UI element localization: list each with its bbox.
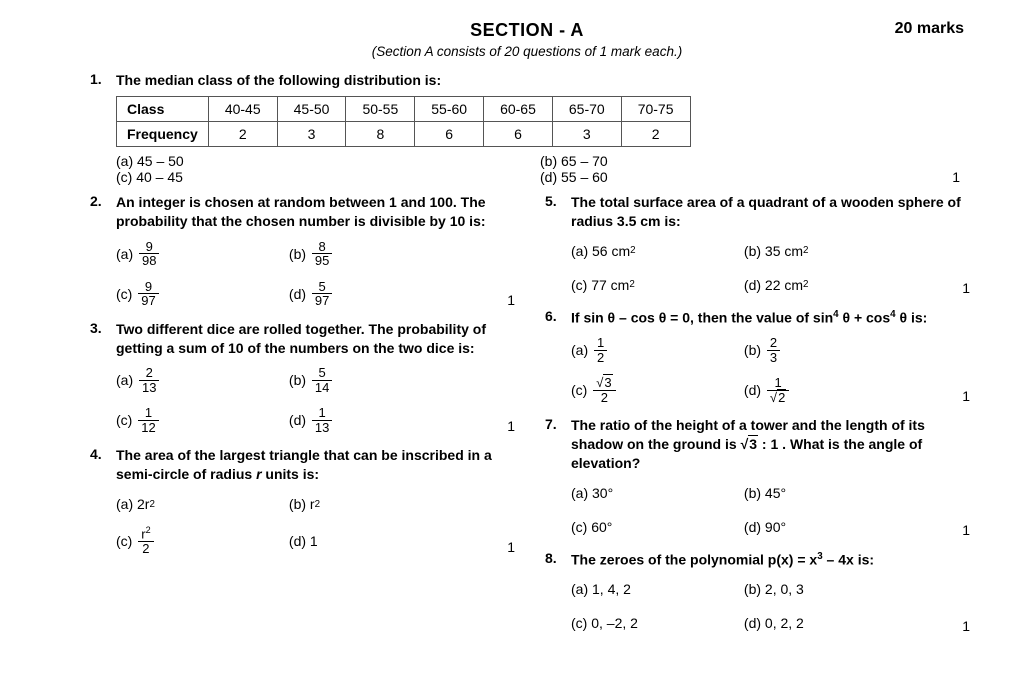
q7-text: The ratio of the height of a tower and t…: [571, 416, 964, 473]
q7-opt-b: (b) 45°: [744, 476, 917, 510]
q8-num: 8.: [545, 550, 571, 641]
q6-options: (a) 12 (b) 23 (c) 32 (d) 12 1: [571, 330, 964, 410]
section-title: SECTION - A: [90, 20, 964, 41]
header: SECTION - A 20 marks (Section A consists…: [90, 20, 964, 59]
right-column: 5. The total surface area of a quadrant …: [545, 193, 964, 647]
table-cell: 40-45: [208, 96, 277, 121]
q2-mark: 1: [507, 292, 515, 308]
q4-text: The area of the largest triangle that ca…: [116, 446, 509, 484]
q6-opt-a: (a) 12: [571, 330, 744, 370]
question-5: 5. The total surface area of a quadrant …: [545, 193, 964, 302]
total-marks: 20 marks: [895, 20, 964, 38]
q2-opt-d: (d) 597: [289, 274, 462, 314]
table-cell: 50-55: [346, 96, 415, 121]
question-2: 2. An integer is chosen at random betwee…: [90, 193, 509, 314]
q3-opt-c: (c) 112: [116, 400, 289, 440]
q8-options: (a) 1, 4, 2 (b) 2, 0, 3 (c) 0, –2, 2 (d)…: [571, 572, 964, 640]
q6-opt-c: (c) 32: [571, 370, 744, 410]
table-cell: 3: [552, 121, 621, 146]
q6-opt-d: (d) 12: [744, 370, 917, 410]
q5-num: 5.: [545, 193, 571, 302]
q1-text: The median class of the following distri…: [116, 71, 441, 90]
q5-mark: 1: [962, 280, 970, 296]
q8-opt-c: (c) 0, –2, 2: [571, 606, 744, 640]
q2-opt-b: (b) 895: [289, 234, 462, 274]
table-cell: 3: [277, 121, 346, 146]
table-cell: 45-50: [277, 96, 346, 121]
q7-options: (a) 30° (b) 45° (c) 60° (d) 90° 1: [571, 476, 964, 544]
q3-num: 3.: [90, 320, 116, 441]
question-3: 3. Two different dice are rolled togethe…: [90, 320, 509, 441]
table-cell: 55-60: [415, 96, 484, 121]
q7-num: 7.: [545, 416, 571, 544]
table-header: Frequency: [117, 121, 209, 146]
q4-opt-b: (b) r2: [289, 487, 462, 521]
q2-opt-a: (a) 998: [116, 234, 289, 274]
q2-options: (a) 998 (b) 895 (c) 997 (d) 597 1: [116, 234, 509, 314]
q7-opt-a: (a) 30°: [571, 476, 744, 510]
q8-opt-a: (a) 1, 4, 2: [571, 572, 744, 606]
q8-opt-b: (b) 2, 0, 3: [744, 572, 917, 606]
q2-num: 2.: [90, 193, 116, 314]
q6-num: 6.: [545, 308, 571, 411]
q1-opt-a: (a) 45 – 50: [116, 153, 540, 169]
q4-num: 4.: [90, 446, 116, 561]
table-header: Class: [117, 96, 209, 121]
q3-opt-a: (a) 213: [116, 360, 289, 400]
q7-mark: 1: [962, 522, 970, 538]
question-6: 6. If sin θ – cos θ = 0, then the value …: [545, 308, 964, 411]
q8-opt-d: (d) 0, 2, 2: [744, 606, 917, 640]
q3-opt-b: (b) 514: [289, 360, 462, 400]
q8-mark: 1: [962, 618, 970, 634]
q5-opt-a: (a) 56 cm2: [571, 234, 744, 268]
q6-opt-b: (b) 23: [744, 330, 917, 370]
q6-mark: 1: [962, 388, 970, 404]
q1-mark: 1: [952, 169, 960, 185]
q4-opt-d: (d) 1: [289, 521, 462, 561]
question-1: 1. The median class of the following dis…: [90, 71, 964, 185]
q5-text: The total surface area of a quadrant of …: [571, 193, 964, 231]
q1-num: 1.: [90, 71, 116, 90]
table-cell: 6: [484, 121, 553, 146]
q1-options: (a) 45 – 50 (c) 40 – 45 (b) 65 – 70 (d) …: [116, 153, 964, 185]
q6-text: If sin θ – cos θ = 0, then the value of …: [571, 308, 964, 328]
q2-opt-c: (c) 997: [116, 274, 289, 314]
question-columns: 2. An integer is chosen at random betwee…: [90, 193, 964, 647]
question-7: 7. The ratio of the height of a tower an…: [545, 416, 964, 544]
q5-options: (a) 56 cm2 (b) 35 cm2 (c) 77 cm2 (d) 22 …: [571, 234, 964, 302]
table-cell: 70-75: [621, 96, 690, 121]
question-8: 8. The zeroes of the polynomial p(x) = x…: [545, 550, 964, 641]
q4-options: (a) 2r2 (b) r2 (c) r22 (d) 1 1: [116, 487, 509, 561]
left-column: 2. An integer is chosen at random betwee…: [90, 193, 509, 647]
q8-text: The zeroes of the polynomial p(x) = x3 –…: [571, 550, 964, 570]
q4-opt-a: (a) 2r2: [116, 487, 289, 521]
q7-opt-c: (c) 60°: [571, 510, 744, 544]
q7-opt-d: (d) 90°: [744, 510, 917, 544]
table-cell: 2: [621, 121, 690, 146]
question-4: 4. The area of the largest triangle that…: [90, 446, 509, 561]
q1-table: Class 40-45 45-50 50-55 55-60 60-65 65-7…: [116, 96, 691, 147]
q5-opt-b: (b) 35 cm2: [744, 234, 917, 268]
section-subtitle: (Section A consists of 20 questions of 1…: [90, 44, 964, 59]
q3-mark: 1: [507, 418, 515, 434]
q1-opt-b: (b) 65 – 70: [540, 153, 964, 169]
table-cell: 65-70: [552, 96, 621, 121]
q2-text: An integer is chosen at random between 1…: [116, 193, 509, 231]
q4-mark: 1: [507, 539, 515, 555]
q3-text: Two different dice are rolled together. …: [116, 320, 509, 358]
table-cell: 6: [415, 121, 484, 146]
table-cell: 8: [346, 121, 415, 146]
q1-opt-c: (c) 40 – 45: [116, 169, 540, 185]
q5-opt-c: (c) 77 cm2: [571, 268, 744, 302]
q5-opt-d: (d) 22 cm2: [744, 268, 917, 302]
q4-opt-c: (c) r22: [116, 521, 289, 561]
table-cell: 2: [208, 121, 277, 146]
q1-opt-d: (d) 55 – 601: [540, 169, 964, 185]
q3-options: (a) 213 (b) 514 (c) 112 (d) 113 1: [116, 360, 509, 440]
q3-opt-d: (d) 113: [289, 400, 462, 440]
table-cell: 60-65: [484, 96, 553, 121]
